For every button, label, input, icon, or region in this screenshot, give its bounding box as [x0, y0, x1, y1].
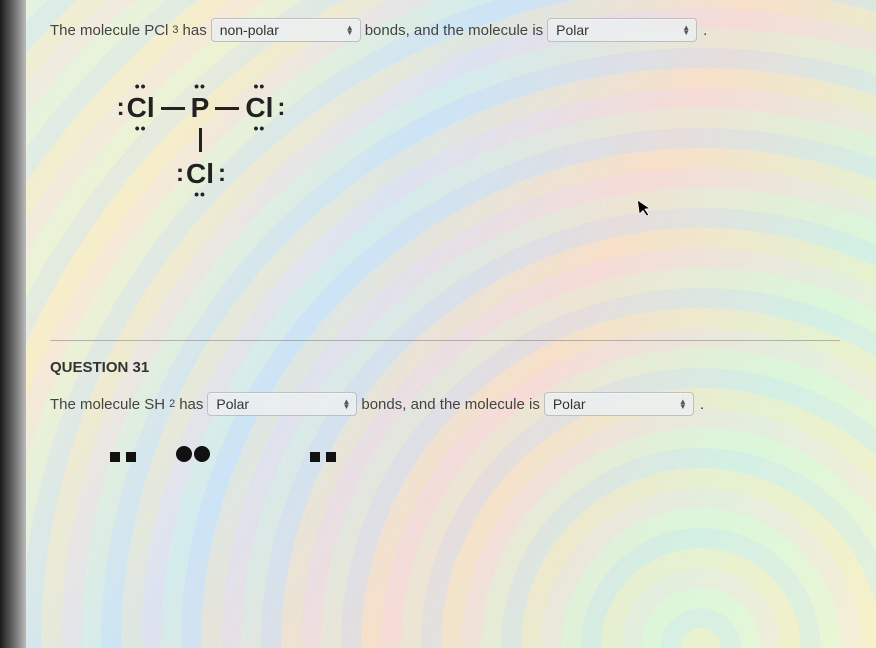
bond-horizontal — [215, 107, 239, 110]
lone-pair-dots — [110, 452, 136, 462]
bond-vertical — [199, 128, 202, 152]
dropdown-arrows-icon: ▲▼ — [679, 399, 687, 409]
q30-text-3: bonds, and the molecule is — [365, 22, 543, 39]
lone-pair-dots — [310, 452, 336, 462]
atom-cl-right: •• Cl •• — [245, 92, 273, 124]
q31-subscript: 2 — [169, 398, 175, 410]
dropdown-value: Polar — [216, 396, 249, 412]
q30-period: . — [703, 22, 707, 39]
q30-text-2: has — [183, 22, 207, 39]
question-divider — [50, 340, 840, 341]
q31-bond-type-dropdown[interactable]: Polar ▲▼ — [207, 392, 357, 416]
atom-cl-bottom: Cl •• — [186, 158, 214, 190]
q31-text-3: bonds, and the molecule is — [361, 396, 539, 413]
dropdown-value: Polar — [556, 22, 589, 38]
q31-text-1: The molecule SH — [50, 396, 165, 413]
dropdown-arrows-icon: ▲▼ — [682, 25, 690, 35]
q31-text-2: has — [179, 396, 203, 413]
dropdown-value: Polar — [553, 396, 586, 412]
dropdown-value: non-polar — [220, 22, 279, 38]
q30-molecule-polarity-dropdown[interactable]: Polar ▲▼ — [547, 18, 697, 42]
q30-bond-type-dropdown[interactable]: non-polar ▲▼ — [211, 18, 361, 42]
q30-subscript: 3 — [172, 24, 178, 36]
atom-p-center: •• P — [191, 92, 210, 124]
atom-cl-left: •• Cl •• — [127, 92, 155, 124]
bond-horizontal — [161, 107, 185, 110]
question-30-prompt: The molecule PCl 3 has non-polar ▲▼ bonds… — [50, 18, 840, 42]
q31-period: . — [700, 396, 704, 413]
question-31-heading: QUESTION 31 — [50, 359, 840, 376]
q31-molecule-polarity-dropdown[interactable]: Polar ▲▼ — [544, 392, 694, 416]
lewis-structure-sh2-partial — [110, 446, 840, 462]
question-31-prompt: The molecule SH 2 has Polar ▲▼ bonds, and… — [50, 392, 840, 416]
lewis-structure-pcl3: •• Cl •• •• P •• Cl •• — [80, 92, 320, 190]
dropdown-arrows-icon: ▲▼ — [342, 399, 350, 409]
q30-text-1: The molecule PCl — [50, 22, 168, 39]
quiz-content: The molecule PCl 3 has non-polar ▲▼ bonds… — [0, 0, 876, 462]
lone-pair-dots — [176, 446, 210, 462]
dropdown-arrows-icon: ▲▼ — [346, 25, 354, 35]
